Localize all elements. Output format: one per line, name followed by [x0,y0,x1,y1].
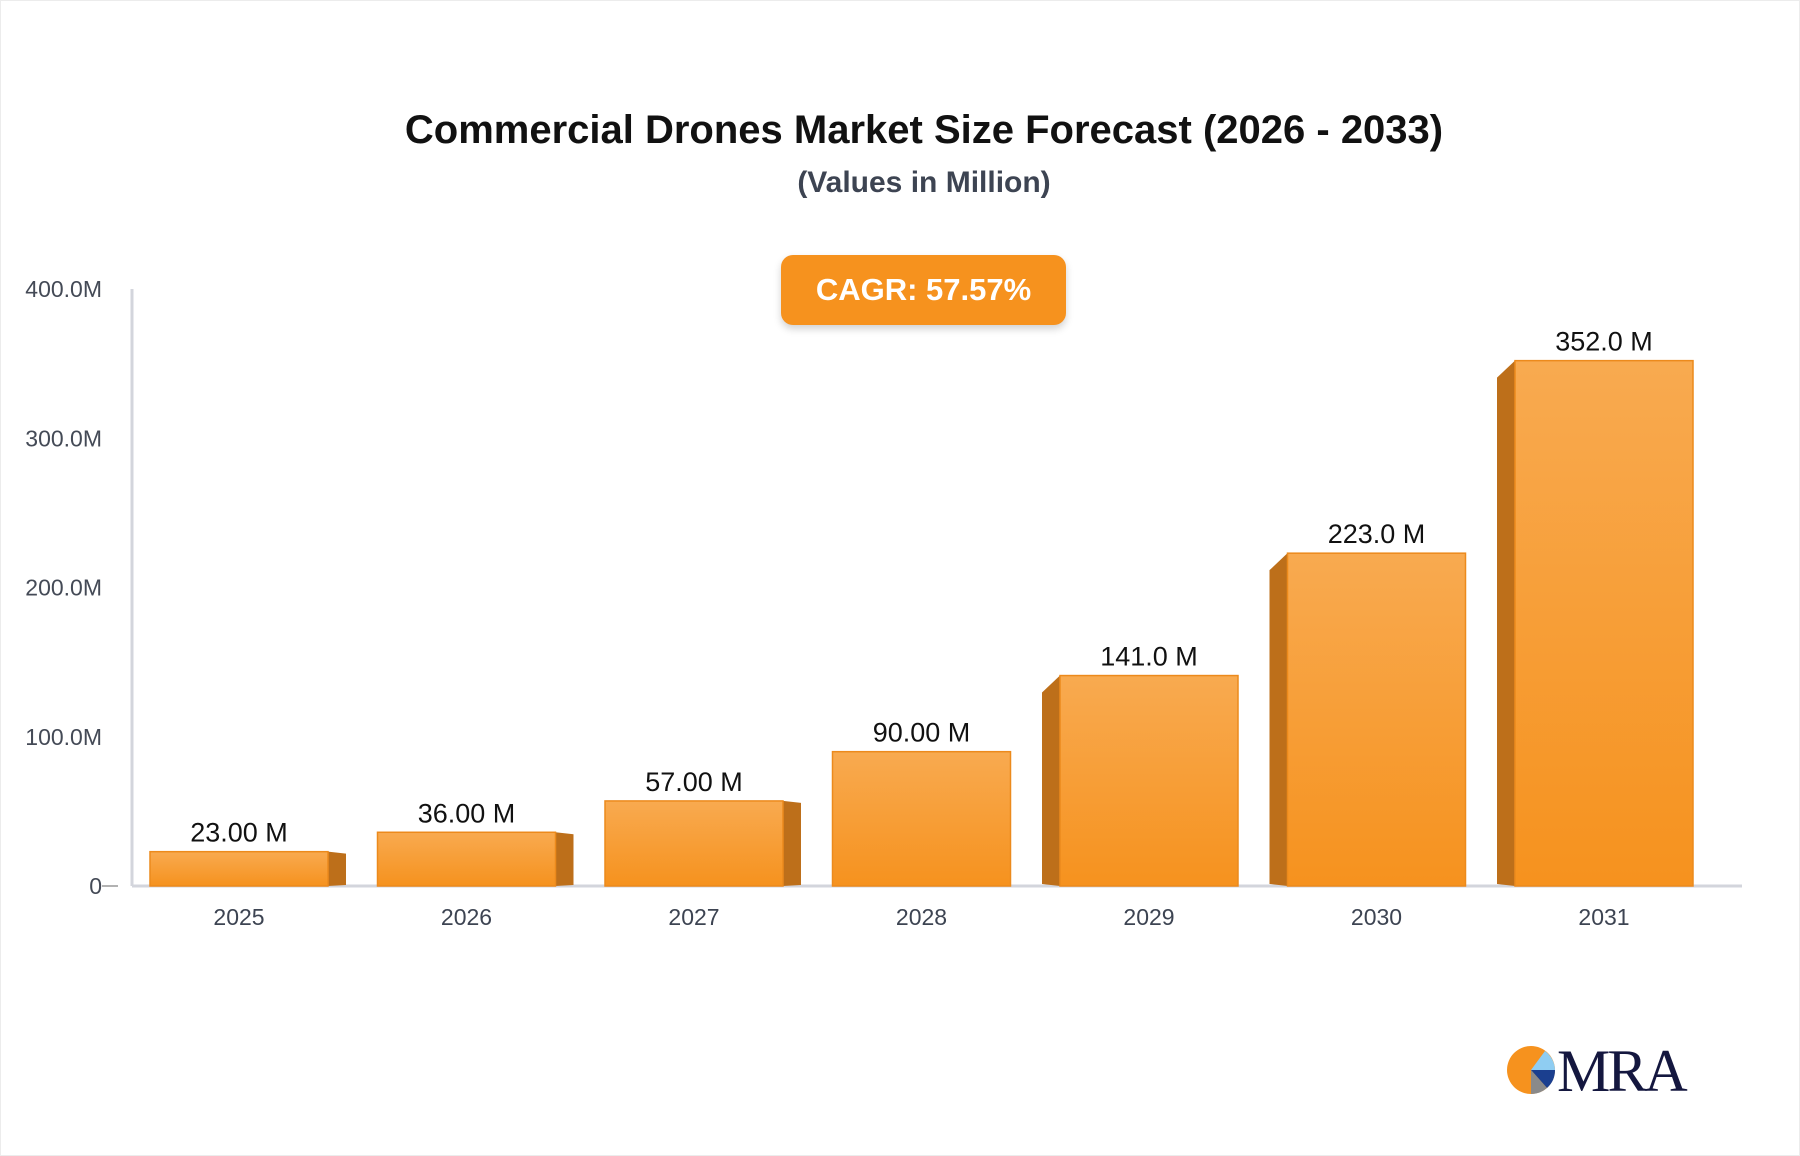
x-tick-label: 2031 [1578,904,1629,930]
cagr-badge: CAGR: 57.57% [781,255,1066,325]
bar-2027: 57.00 M [604,767,801,887]
chart-title: Commercial Drones Market Size Forecast (… [404,108,1444,152]
bar-side-face [1042,675,1060,886]
bar-side-face [555,832,574,886]
data-label: 23.00 M [190,818,288,848]
bar-2026: 36.00 M [376,798,574,887]
y-tick-label: 300.0M [25,425,102,451]
data-label: 141.0 M [1100,642,1198,672]
bar-front-face [831,750,1012,887]
bar-2030: 223.0 M [1269,519,1467,887]
y-tick-label: 0 [89,873,102,899]
chart-subtitle: (Values in Million) [797,166,1051,199]
data-label: 223.0 M [1328,519,1426,549]
bar-2031: 352.0 M [1497,327,1694,887]
data-label: 36.00 M [418,798,516,828]
svg-text:MRA: MRA [1557,1040,1687,1096]
x-tick-label: 2028 [896,904,947,930]
bar-2028: 90.00 M [831,718,1012,887]
bar-side-face [328,851,346,886]
x-tick-label: 2027 [668,904,719,930]
y-tick-label: 100.0M [25,724,102,750]
y-tick-label: 200.0M [25,575,102,601]
data-label: 90.00 M [873,718,971,748]
x-tick-label: 2026 [441,904,492,930]
bar-side-face [783,800,801,886]
mra-logo: MRA [1507,1040,1690,1096]
bar-front-face [1286,552,1467,887]
data-label: 57.00 M [645,767,743,797]
data-label: 352.0 M [1555,327,1653,357]
bar-side-face [1497,360,1515,886]
bar-front-face [1514,359,1694,887]
x-tick-label: 2029 [1123,904,1174,930]
bar-2029: 141.0 M [1042,642,1239,887]
bar-front-face [1059,674,1239,887]
bar-front-face [376,831,557,887]
bar-front-face [149,850,329,887]
bar-side-face [1269,553,1288,886]
bar-front-face [604,800,784,887]
bar-2025: 23.00 M [149,818,346,887]
x-tick-label: 2030 [1351,904,1402,930]
y-tick-label: 400.0M [25,276,102,302]
x-tick-label: 2025 [213,904,264,930]
